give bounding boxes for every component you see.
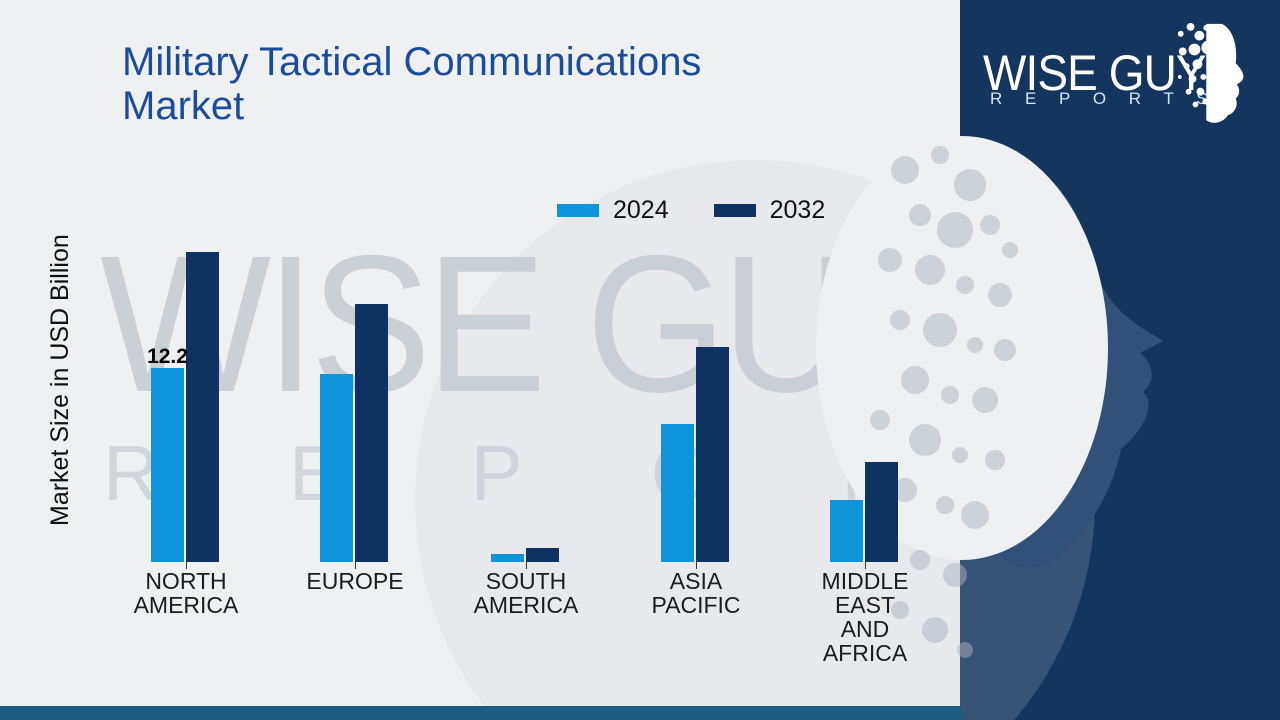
category-label-line: SOUTH	[485, 568, 567, 594]
category-label-line: ASIA	[669, 568, 723, 594]
watermark-head-ellipse	[816, 136, 1108, 560]
x-axis-tick-asia-pacific	[695, 562, 697, 569]
category-label-south-america: SOUTH AMERICA	[446, 569, 606, 617]
x-axis-tick-middle-east-and-africa	[864, 562, 866, 569]
chart-legend: 2024 2032	[557, 196, 825, 225]
bar-2024-south-america	[491, 554, 524, 562]
bar-2024-asia-pacific	[661, 424, 694, 562]
category-label-line: AMERICA	[133, 592, 239, 618]
x-axis-tick-europe	[354, 562, 356, 569]
bar-2024-middle-east-and-africa	[830, 500, 863, 562]
category-label-line: PACIFIC	[651, 592, 741, 618]
legend-item-2024: 2024	[557, 196, 669, 225]
bar-2032-south-america	[526, 548, 559, 562]
watermark-dot-pattern	[870, 146, 1018, 658]
legend-swatch-2024	[557, 204, 599, 217]
bar-2032-asia-pacific	[696, 347, 729, 562]
y-axis-label: Market Size in USD Billion	[46, 234, 74, 526]
wise-guy-face-icon	[1178, 22, 1244, 123]
legend-label-2032: 2032	[769, 196, 826, 224]
category-label-line: AFRICA	[822, 640, 908, 666]
category-label-asia-pacific: ASIA PACIFIC	[616, 569, 776, 617]
bar-value-label-2024-north-america: 12.2	[147, 345, 188, 368]
footer-accent-bar	[0, 706, 962, 720]
bar-2032-north-america	[186, 252, 219, 562]
wise-guy-logo-text: WISE GUY	[983, 45, 1207, 101]
category-label-line: AND	[840, 616, 890, 642]
legend-swatch-2032	[713, 204, 756, 217]
wise-guy-reports-text: R E P O R T S	[990, 89, 1217, 108]
x-axis-tick-south-america	[525, 562, 527, 569]
category-label-europe: EUROPE	[275, 569, 435, 593]
x-axis-tick-north-america	[185, 562, 187, 569]
category-label-line: MIDDLE	[821, 568, 909, 594]
page-title: Military Tactical Communications Market	[122, 40, 702, 128]
category-label-line: EAST	[834, 592, 896, 618]
category-label-middle-east-and-africa: MIDDLE EAST AND AFRICA	[785, 569, 945, 665]
category-label-line: AMERICA	[473, 592, 579, 618]
category-label-north-america: NORTH AMERICA	[106, 569, 266, 617]
bar-2032-europe	[355, 304, 388, 562]
category-label-line: NORTH	[145, 568, 227, 594]
category-label-line: EUROPE	[306, 568, 404, 594]
bar-2024-north-america	[151, 368, 184, 562]
bar-2032-middle-east-and-africa	[865, 462, 898, 562]
legend-item-2032: 2032	[713, 196, 826, 225]
legend-label-2024: 2024	[613, 196, 669, 224]
bar-2024-europe	[320, 374, 353, 562]
